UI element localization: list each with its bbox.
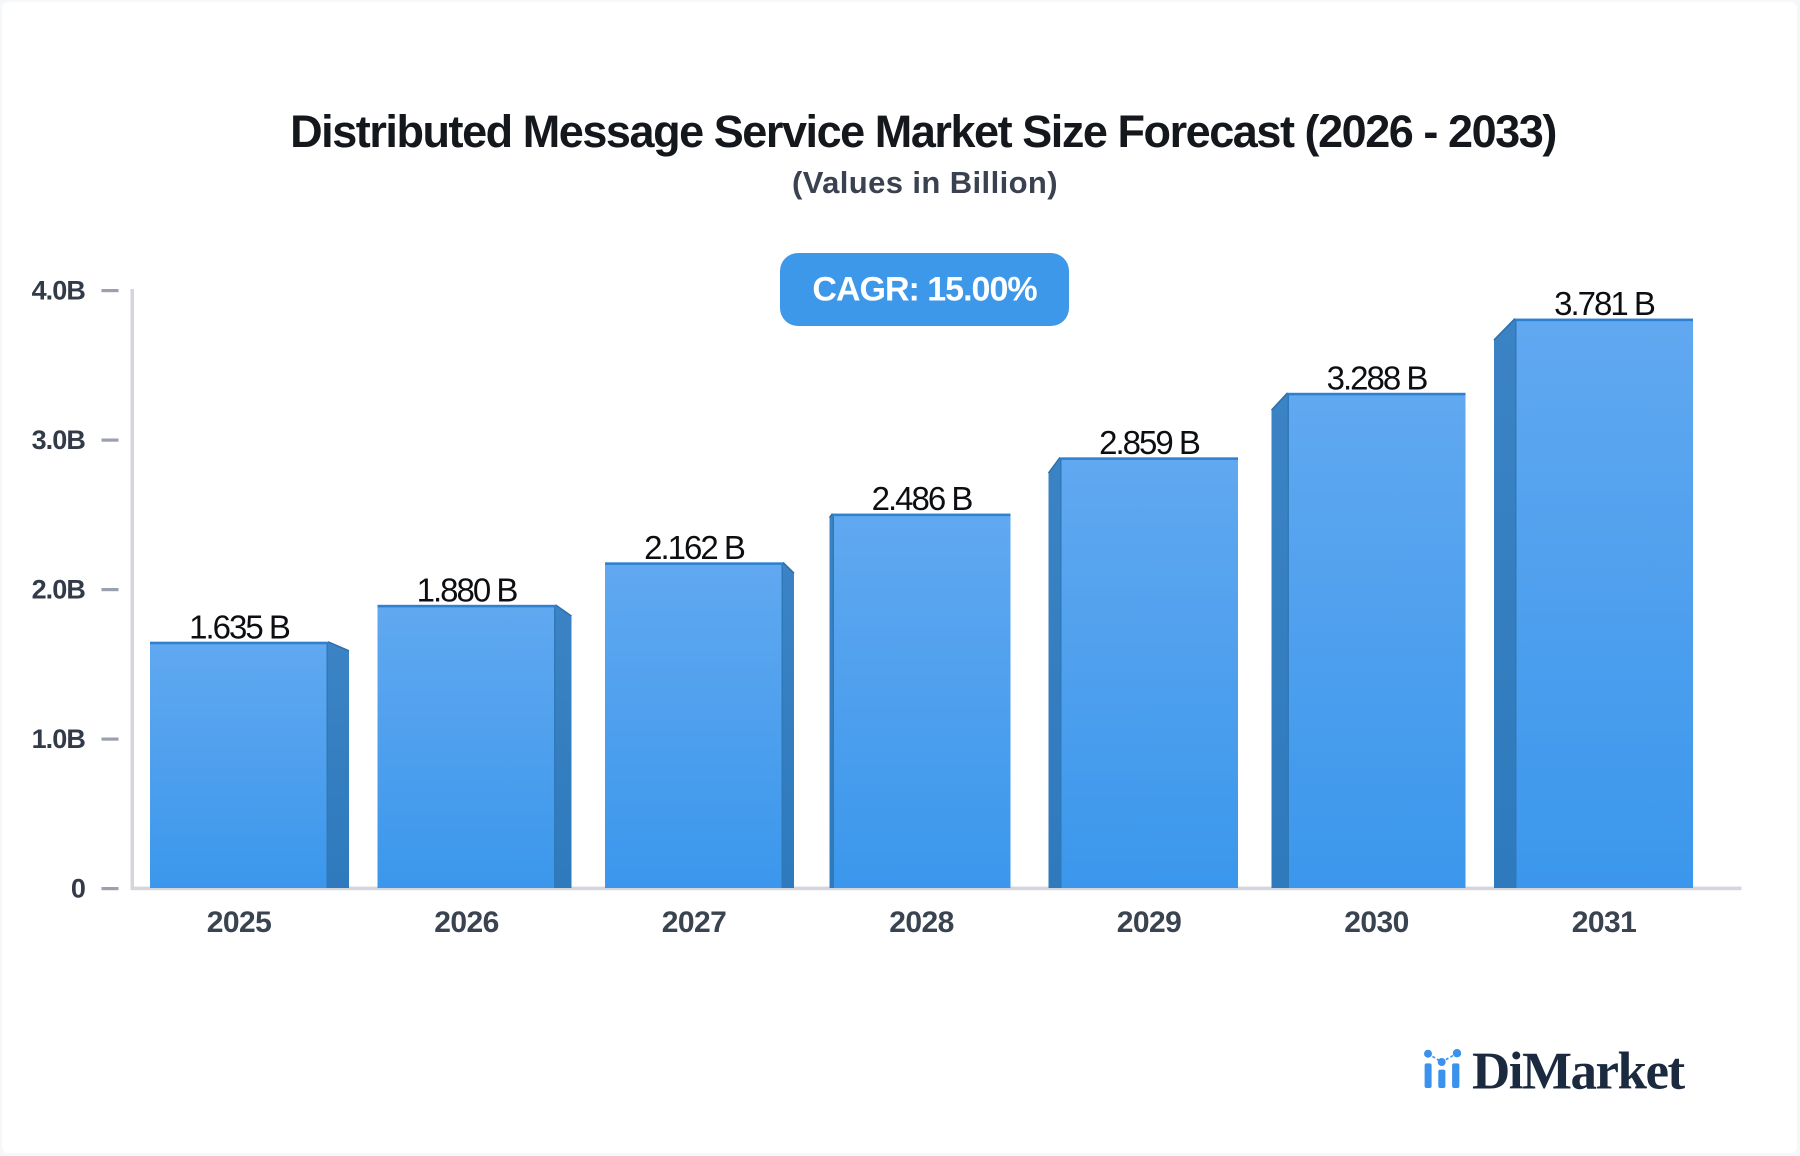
svg-text:2026: 2026 — [434, 906, 499, 939]
svg-text:3.781 B: 3.781 B — [1554, 285, 1655, 322]
svg-text:2027: 2027 — [662, 906, 727, 939]
svg-text:2025: 2025 — [207, 906, 272, 939]
svg-text:2029: 2029 — [1117, 906, 1182, 939]
svg-text:0: 0 — [71, 874, 85, 904]
svg-text:DiMarket: DiMarket — [1472, 1043, 1686, 1101]
svg-text:3.0B: 3.0B — [32, 425, 86, 455]
svg-text:3.288 B: 3.288 B — [1327, 359, 1428, 396]
svg-text:2.162 B: 2.162 B — [644, 529, 745, 566]
svg-text:2.0B: 2.0B — [32, 575, 86, 605]
svg-text:4.0B: 4.0B — [32, 276, 86, 306]
svg-text:2031: 2031 — [1572, 906, 1637, 939]
svg-text:2.859 B: 2.859 B — [1099, 424, 1200, 461]
svg-text:1.880 B: 1.880 B — [417, 571, 518, 608]
svg-text:1.635 B: 1.635 B — [189, 608, 290, 645]
svg-text:2030: 2030 — [1344, 906, 1409, 939]
svg-text:2028: 2028 — [889, 906, 954, 939]
svg-text:2.486 B: 2.486 B — [872, 480, 973, 517]
svg-text:1.0B: 1.0B — [32, 724, 86, 754]
